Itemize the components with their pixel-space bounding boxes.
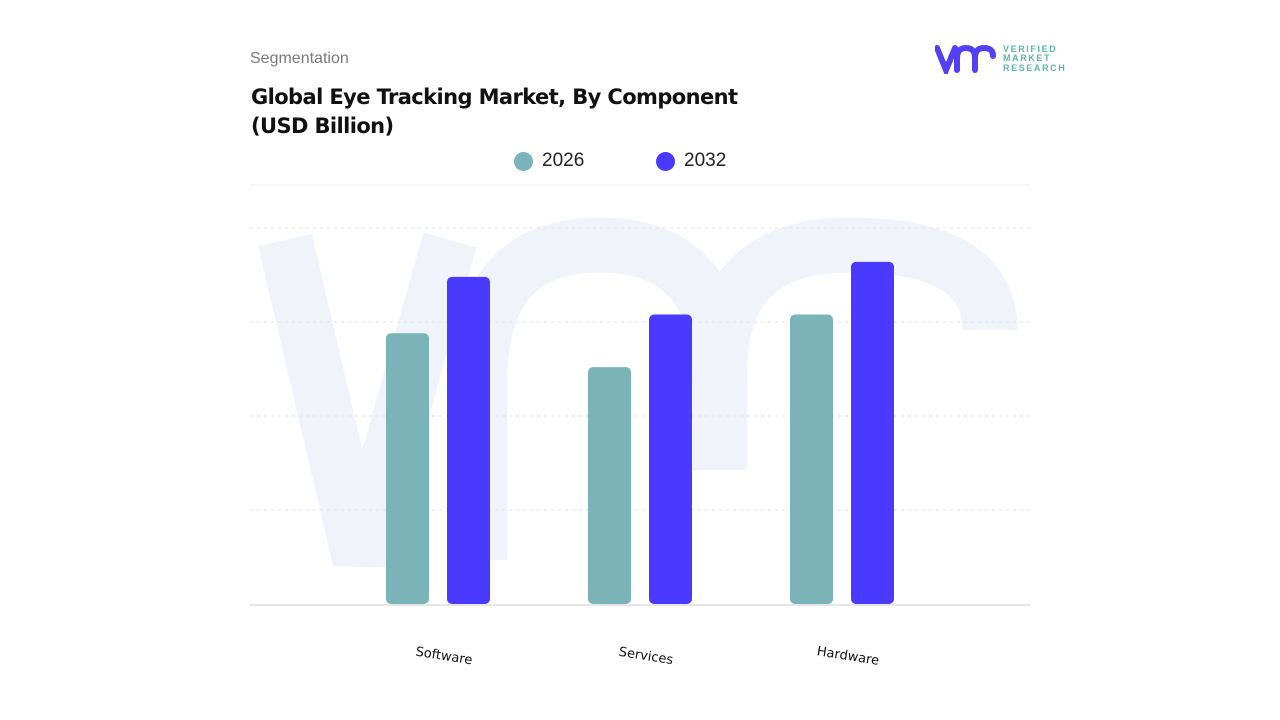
bar-services-2026 [588,367,631,604]
chart-title: Global Eye Tracking Market, By Component… [251,83,738,141]
bar-hardware-2026 [790,314,833,604]
legend-item-2032: 2032 [656,150,726,172]
bar-services-2032 [649,314,692,604]
x-tick-label-software: Software [414,645,473,669]
vmr-logo: VERIFIED MARKET RESEARCH [935,44,1066,74]
legend-swatch-2026 [514,151,533,171]
bar-software-2032 [447,276,490,604]
segmentation-label: Segmentation [250,50,349,67]
x-tick-label-services: Services [618,645,675,668]
legend-label-2032: 2032 [684,150,727,171]
legend-label-2026: 2026 [542,150,585,171]
legend-swatch-2032 [656,151,675,171]
x-tick-label-hardware: Hardware [816,644,880,669]
bar-hardware-2032 [851,261,894,604]
legend-item-2026: 2026 [514,150,584,172]
bar-software-2026 [386,333,429,604]
chart-title-line2: (USD Billion) [251,114,394,138]
chart-title-line1: Global Eye Tracking Market, By Component [251,85,738,109]
